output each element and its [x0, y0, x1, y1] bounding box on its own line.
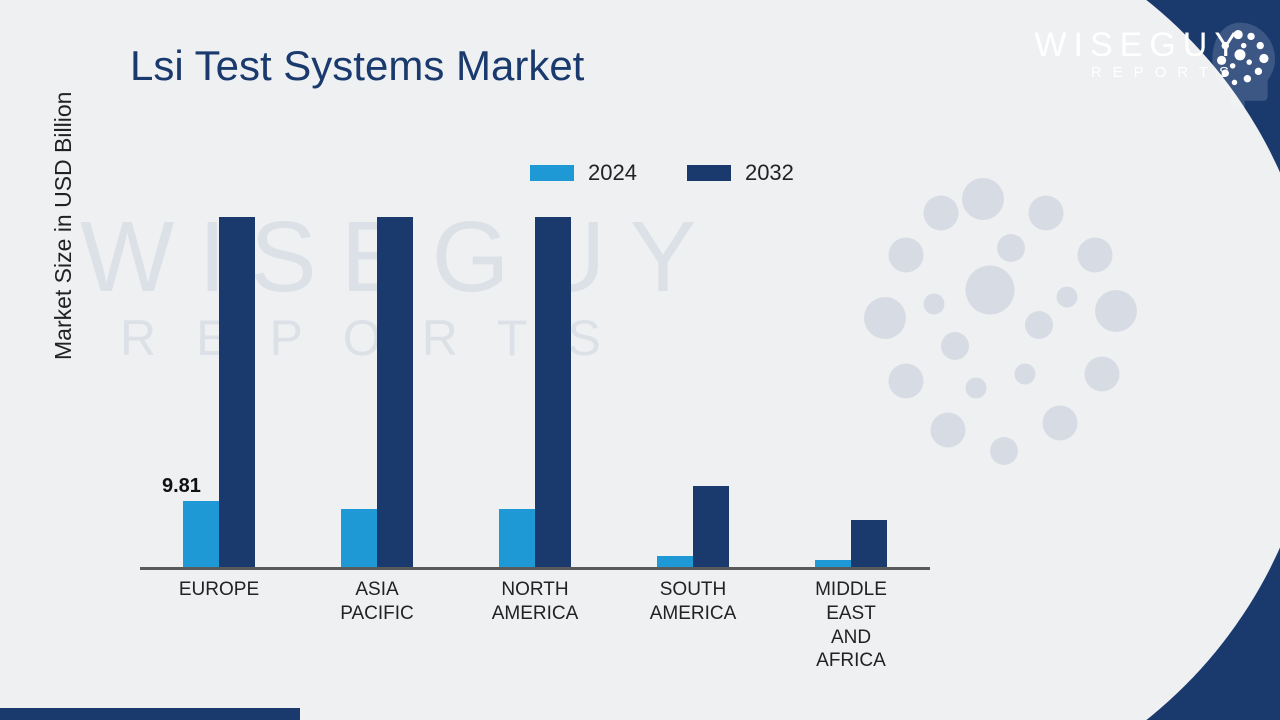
- brand-name: WISEGUY: [1034, 28, 1244, 62]
- bar-pair: [183, 217, 255, 567]
- legend-swatch-2032: [687, 165, 731, 181]
- category-label: EUROPE: [140, 578, 298, 602]
- legend-label-2032: 2032: [745, 160, 794, 186]
- brand-logo: WISEGUY REPORTS: [1034, 28, 1244, 81]
- figure-canvas: WISEGUY REPORTS Lsi Test Systems Market …: [0, 0, 1280, 720]
- bar-2024: [815, 560, 851, 567]
- accent-bar: [0, 708, 300, 720]
- bar-2024: [341, 509, 377, 567]
- bar-2032: [219, 217, 255, 567]
- legend-swatch-2024: [530, 165, 574, 181]
- chart-title: Lsi Test Systems Market: [130, 42, 584, 90]
- bar-2032: [535, 217, 571, 567]
- bar-value-label: 9.81: [162, 475, 201, 498]
- x-axis-baseline: [140, 567, 930, 570]
- legend-item-2024: 2024: [530, 160, 637, 186]
- bar-2032: [377, 217, 413, 567]
- bar-pair: [341, 217, 413, 567]
- bar-2024: [657, 556, 693, 567]
- legend-item-2032: 2032: [687, 160, 794, 186]
- plot-area: 9.81EUROPEASIAPACIFICNORTHAMERICASOUTHAM…: [140, 200, 930, 570]
- bar-2032: [851, 520, 887, 567]
- brand-subtitle: REPORTS: [1034, 64, 1240, 81]
- category-label: NORTHAMERICA: [456, 578, 614, 626]
- category-label: MIDDLEEASTANDAFRICA: [772, 578, 930, 673]
- bar-2032: [693, 486, 729, 567]
- bar-pair: [815, 520, 887, 567]
- category-label: SOUTHAMERICA: [614, 578, 772, 626]
- bar-pair: [657, 486, 729, 567]
- bar-2024: [183, 501, 219, 567]
- y-axis-label: Market Size in USD Billion: [50, 92, 77, 360]
- legend-label-2024: 2024: [588, 160, 637, 186]
- legend: 2024 2032: [530, 160, 794, 186]
- bar-2024: [499, 509, 535, 567]
- bar-chart: Market Size in USD Billion 2024 2032 9.8…: [60, 150, 930, 710]
- bar-pair: [499, 217, 571, 567]
- category-label: ASIAPACIFIC: [298, 578, 456, 626]
